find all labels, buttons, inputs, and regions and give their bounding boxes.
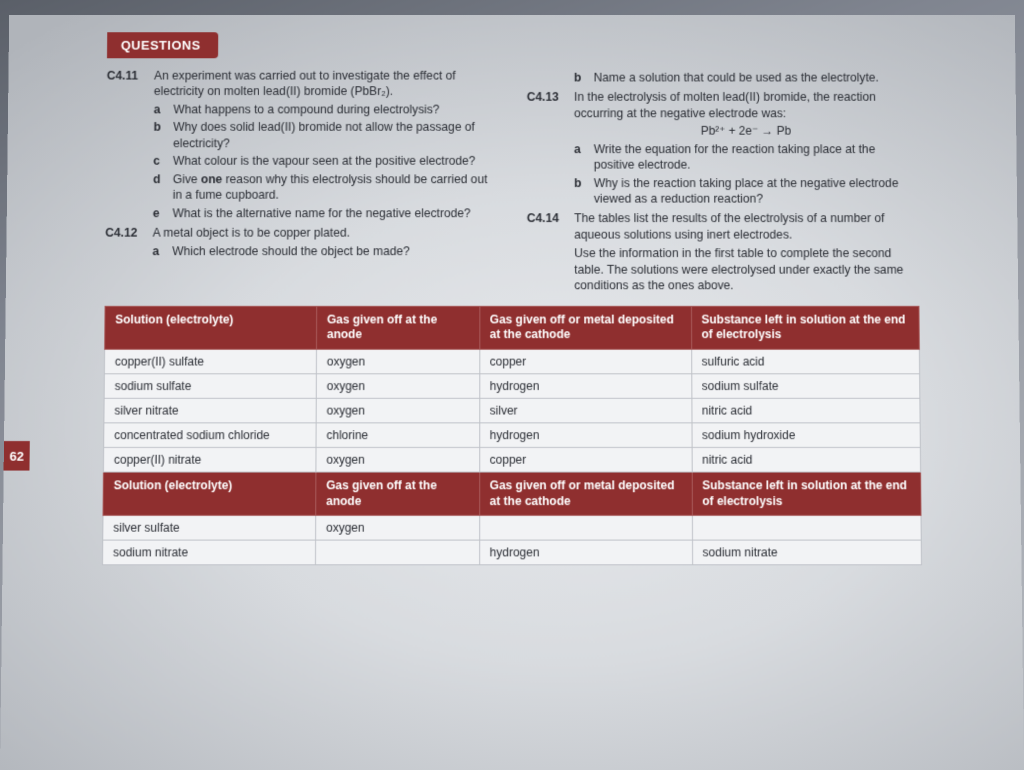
textbook-page: 62 QUESTIONS C4.11 An experiment was car…: [0, 15, 1024, 770]
sub-text: Write the equation for the reaction taki…: [594, 141, 918, 173]
col-header: Solution (electrolyte): [103, 472, 316, 516]
table-cell: oxygen: [316, 516, 480, 541]
question-number: C4.11: [105, 68, 154, 221]
question-c4-12b: bName a solution that could be used as t…: [527, 68, 918, 86]
table-row: silver sulfateoxygen: [103, 516, 921, 541]
sub-label: b: [574, 175, 594, 207]
table-cell: hydrogen: [479, 374, 691, 399]
sub-label: a: [152, 243, 172, 259]
chemical-equation: Pb²⁺ + 2e⁻ → Pb: [574, 123, 918, 139]
table-cell: silver nitrate: [104, 398, 316, 423]
page-number-tab: 62: [4, 441, 30, 471]
table-cell: oxygen: [316, 349, 479, 373]
electrolysis-table: Solution (electrolyte) Gas given off at …: [102, 306, 922, 566]
col-header: Gas given off at the anode: [316, 472, 480, 516]
table-cell: sodium nitrate: [103, 540, 316, 565]
question-columns: C4.11 An experiment was carried out to i…: [45, 68, 978, 298]
sub-text: Give one reason why this electrolysis sh…: [173, 171, 498, 203]
sub-text: What happens to a compound during electr…: [173, 102, 497, 118]
table-cell: [315, 540, 479, 565]
table-cell: silver: [479, 398, 691, 423]
table-body-2: silver sulfateoxygensodium nitratehydrog…: [103, 516, 922, 565]
col-header: Gas given off or metal deposited at the …: [479, 472, 692, 516]
table-cell: oxygen: [316, 374, 479, 399]
sub-text: Name a solution that could be used as th…: [594, 70, 918, 86]
table-cell: oxygen: [316, 447, 479, 472]
table-cell: hydrogen: [479, 423, 691, 448]
col-header: Gas given off at the anode: [316, 306, 479, 349]
table-cell: nitric acid: [691, 398, 920, 423]
table-header-1: Solution (electrolyte) Gas given off at …: [105, 306, 920, 349]
question-number: C4.12: [105, 225, 153, 259]
col-header: Substance left in solution at the end of…: [691, 306, 919, 349]
question-number: C4.13: [527, 90, 574, 207]
table-cell: [692, 516, 921, 541]
sub-text: Which electrode should the object be mad…: [172, 243, 497, 259]
table-cell: sodium sulfate: [104, 374, 316, 399]
table-body-1: copper(II) sulfateoxygencoppersulfuric a…: [103, 349, 920, 472]
question-intro: An experiment was carried out to investi…: [154, 68, 497, 100]
col-header: Gas given off or metal deposited at the …: [479, 306, 691, 349]
table-cell: oxygen: [316, 398, 479, 423]
sub-label: d: [153, 171, 173, 203]
col-header: Solution (electrolyte): [105, 306, 317, 349]
table-cell: sodium sulfate: [691, 374, 920, 399]
left-column: C4.11 An experiment was carried out to i…: [105, 68, 498, 298]
table-cell: silver sulfate: [103, 516, 316, 541]
table-row: copper(II) nitrateoxygencoppernitric aci…: [103, 447, 920, 472]
sub-text: What is the alternative name for the neg…: [172, 205, 497, 221]
sub-label: a: [574, 141, 594, 173]
question-c4-11: C4.11 An experiment was carried out to i…: [105, 68, 497, 221]
sub-label: b: [153, 120, 173, 152]
table-cell: concentrated sodium chloride: [104, 423, 316, 448]
sub-text: Why does solid lead(II) bromide not allo…: [173, 120, 497, 152]
table-cell: copper(II) nitrate: [103, 447, 316, 472]
sub-label: a: [154, 102, 174, 118]
table-header-2: Solution (electrolyte) Gas given off at …: [103, 472, 921, 516]
table-row: silver nitrateoxygensilvernitric acid: [104, 398, 920, 423]
sub-label: e: [153, 205, 173, 221]
right-column: bName a solution that could be used as t…: [527, 68, 920, 298]
question-intro: In the electrolysis of molten lead(II) b…: [574, 90, 918, 122]
col-header: Substance left in solution at the end of…: [692, 472, 921, 516]
table-row: concentrated sodium chloridechlorinehydr…: [104, 423, 921, 448]
question-number: C4.14: [527, 211, 574, 294]
question-c4-12: C4.12 A metal object is to be copper pla…: [105, 225, 497, 259]
question-intro: A metal object is to be copper plated.: [153, 225, 498, 241]
table-cell: sulfuric acid: [691, 349, 919, 373]
table-row: copper(II) sulfateoxygencoppersulfuric a…: [104, 349, 919, 373]
question-para: The tables list the results of the elect…: [574, 211, 919, 243]
table-cell: copper: [479, 349, 691, 373]
question-para: Use the information in the first table t…: [574, 246, 919, 294]
table-cell: copper: [479, 447, 691, 472]
table-row: sodium nitratehydrogensodium nitrate: [103, 540, 922, 565]
sub-text: Why is the reaction taking place at the …: [594, 175, 919, 207]
table-row: sodium sulfateoxygenhydrogensodium sulfa…: [104, 374, 920, 399]
question-c4-14: C4.14 The tables list the results of the…: [527, 211, 920, 294]
table-cell: sodium hydroxide: [692, 423, 921, 448]
table-cell: nitric acid: [692, 447, 921, 472]
question-c4-13: C4.13 In the electrolysis of molten lead…: [527, 90, 919, 207]
sub-label: c: [153, 153, 173, 169]
table-cell: chlorine: [316, 423, 479, 448]
table-cell: sodium nitrate: [692, 540, 921, 565]
table-cell: copper(II) sulfate: [104, 349, 316, 373]
table-cell: hydrogen: [479, 540, 692, 565]
sub-label: b: [574, 70, 594, 86]
table-cell: [479, 516, 692, 541]
questions-heading: QUESTIONS: [107, 32, 218, 58]
sub-text: What colour is the vapour seen at the po…: [173, 153, 497, 169]
